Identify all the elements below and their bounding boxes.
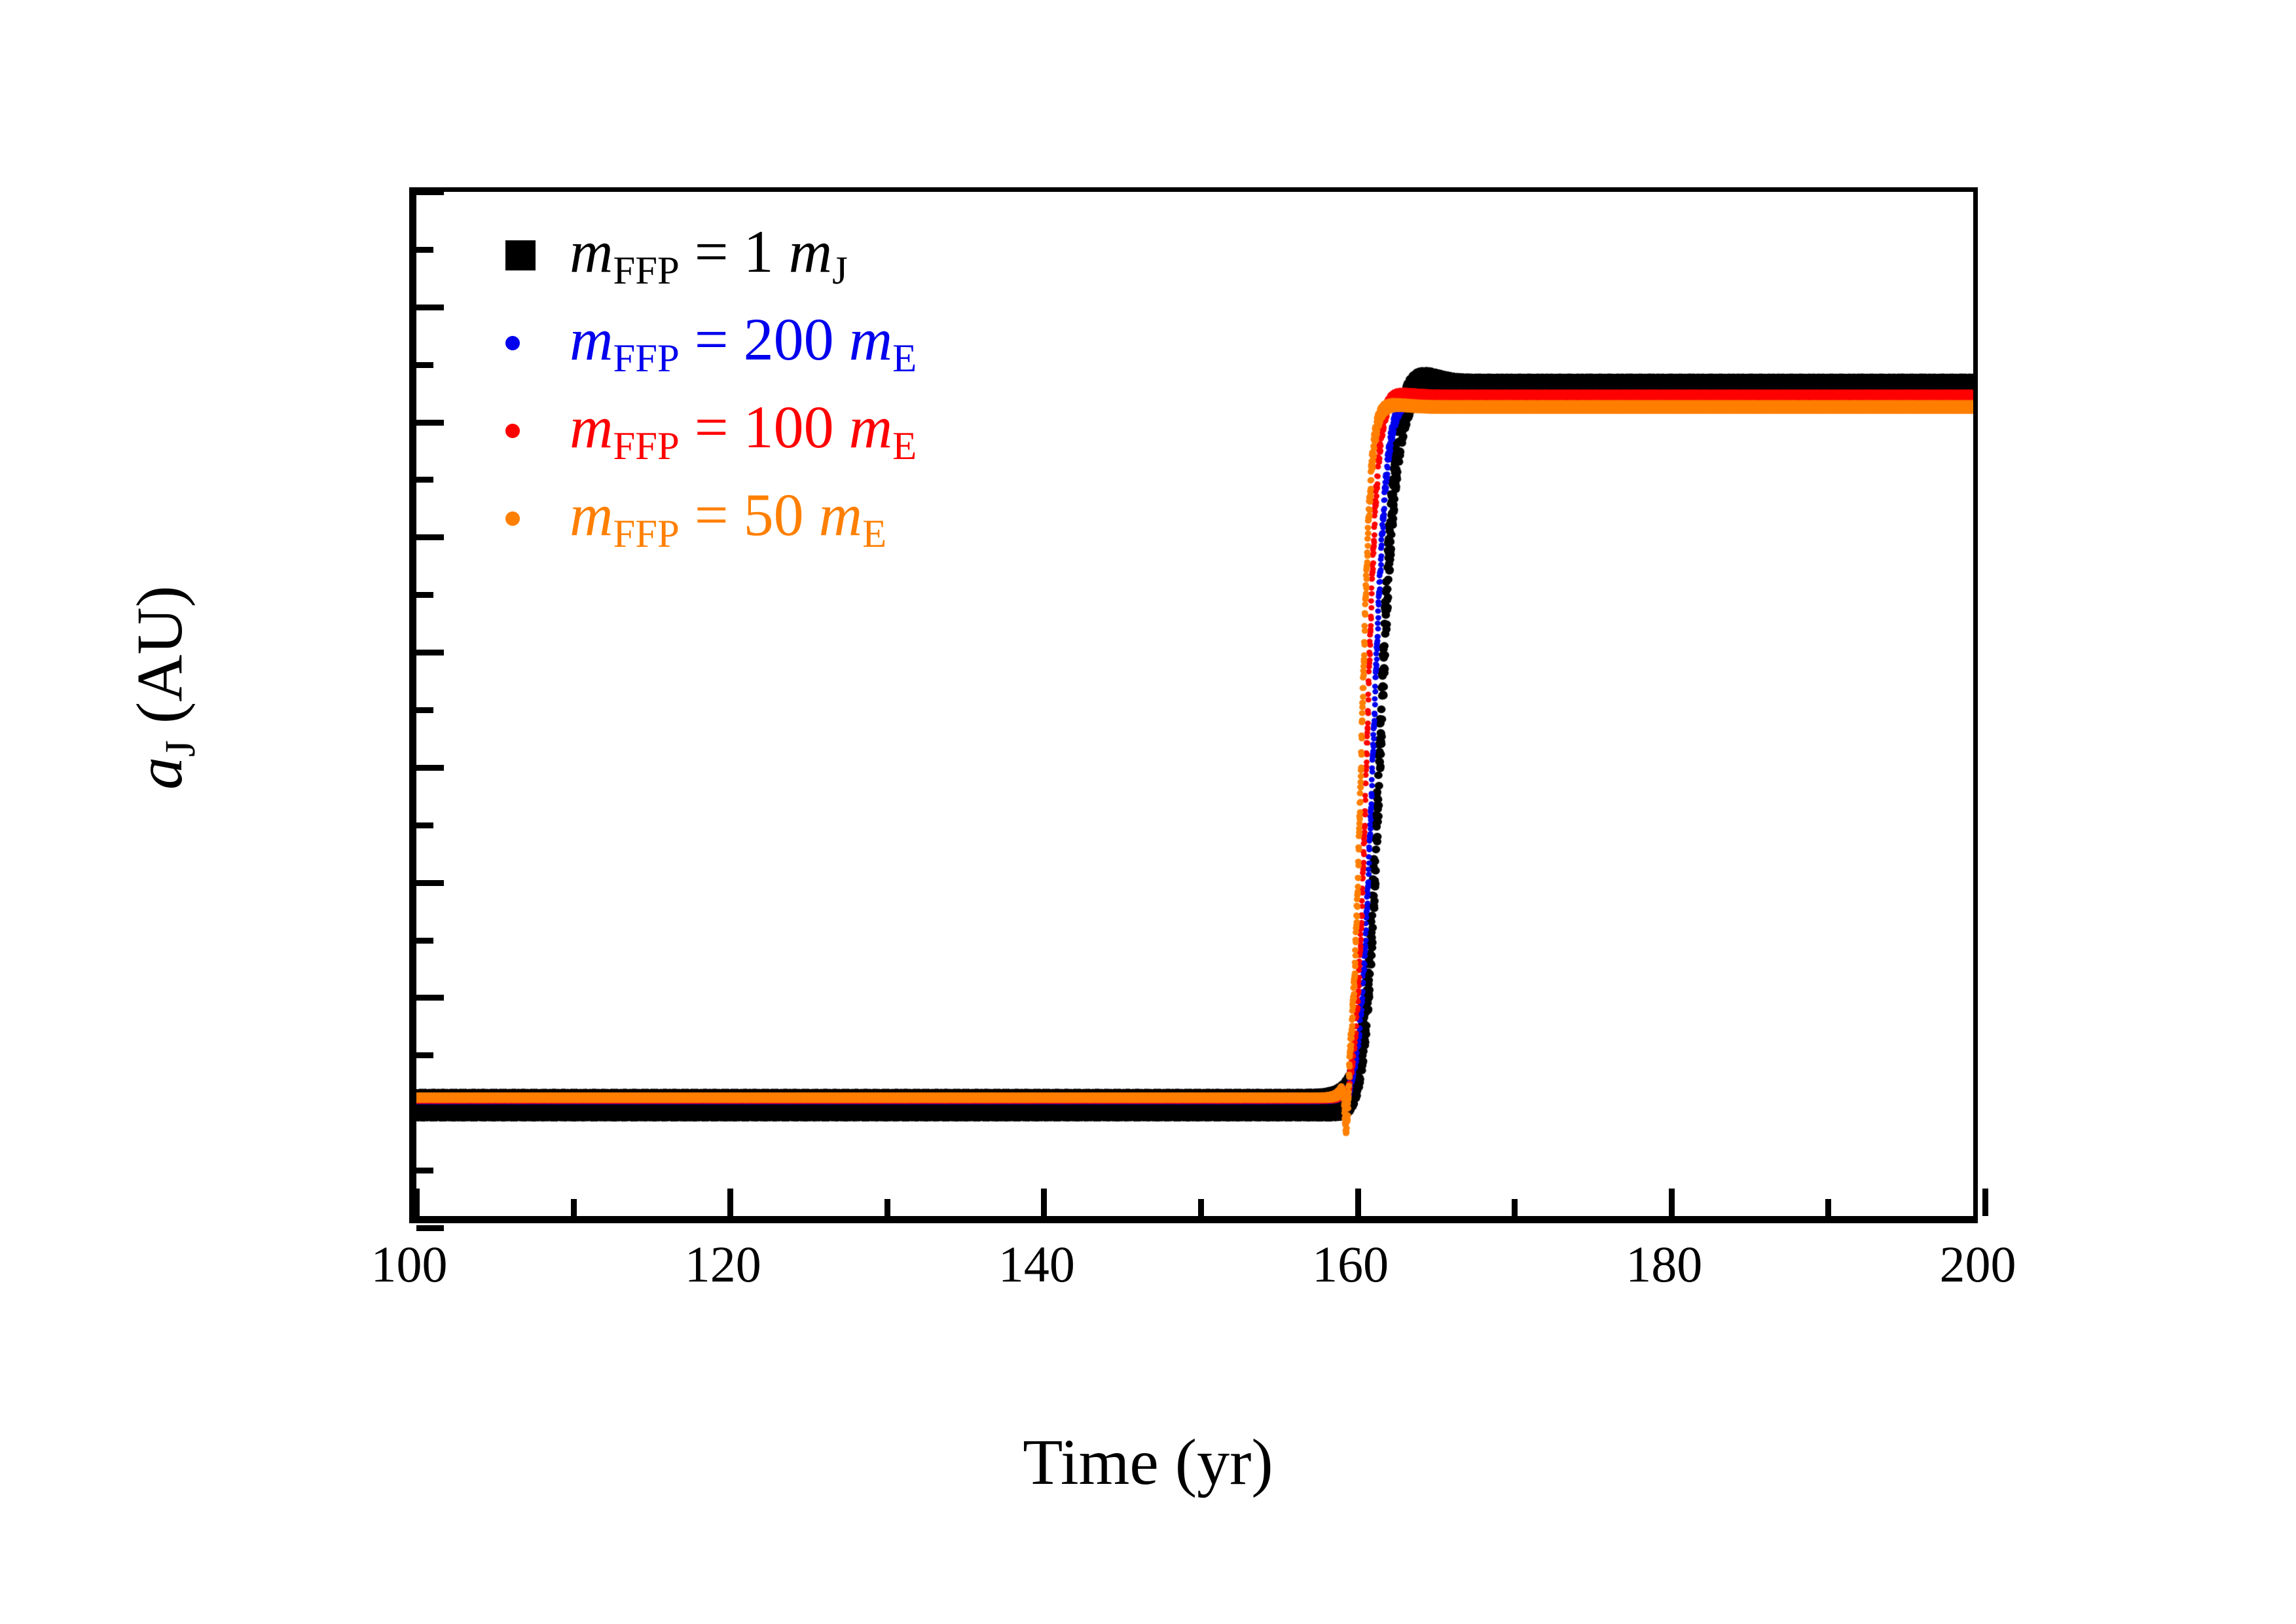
y-tick-minor xyxy=(416,592,433,599)
y-tick-major xyxy=(416,650,444,656)
legend-dot-marker-icon xyxy=(505,511,520,526)
x-tick-minor xyxy=(1825,1199,1832,1216)
x-tick-minor xyxy=(1198,1199,1204,1216)
x-tick-major xyxy=(1355,1189,1361,1216)
x-tick-minor xyxy=(570,1199,577,1216)
legend-rhs-var: m xyxy=(788,217,833,285)
x-tick-label: 180 xyxy=(1626,1236,1703,1293)
y-tick-major xyxy=(416,1110,444,1116)
legend-rhs-var: m xyxy=(848,305,893,373)
y-tick-minor xyxy=(416,1168,433,1174)
legend-item-1: mFFP = 200 mE xyxy=(458,304,1244,382)
y-axis-title-var: a xyxy=(123,756,196,790)
legend-square-marker-icon xyxy=(505,240,536,270)
legend-item-0: mFFP = 1 mJ xyxy=(458,216,1244,295)
x-tick-major xyxy=(727,1189,734,1216)
x-tick-major xyxy=(1982,1189,1988,1216)
legend-lhs-var: m xyxy=(570,393,613,460)
y-tick-minor xyxy=(416,707,433,713)
y-tick-minor xyxy=(416,361,433,368)
legend-lhs-sub: FFP xyxy=(613,512,680,557)
x-axis-title: Time (yr) xyxy=(0,1424,2296,1500)
y-tick-major xyxy=(416,189,444,195)
legend-equals: = xyxy=(679,393,744,460)
legend-rhs-sub: E xyxy=(892,424,917,469)
x-tick-minor xyxy=(1512,1199,1518,1216)
legend-equals: = xyxy=(679,217,744,285)
x-tick-label: 160 xyxy=(1312,1236,1389,1293)
legend-item-label: mFFP = 50 mE xyxy=(570,480,886,557)
legend-rhs-var: m xyxy=(818,481,863,548)
x-tick-label: 120 xyxy=(684,1236,761,1293)
x-axis-title-text: Time (yr) xyxy=(1023,1426,1273,1498)
legend-value: 50 xyxy=(743,481,819,548)
x-tick-minor xyxy=(884,1199,890,1216)
legend-value: 1 xyxy=(743,217,789,285)
plot-area xyxy=(409,187,1988,1231)
y-tick-minor xyxy=(416,477,433,483)
legend-dot-marker-icon xyxy=(505,336,520,350)
y-tick-major xyxy=(416,1225,444,1231)
legend-lhs-sub: FFP xyxy=(613,424,680,469)
legend-dot-marker-icon xyxy=(505,424,520,438)
y-tick-minor xyxy=(416,246,433,253)
legend-rhs-sub: E xyxy=(892,337,917,381)
legend-lhs-var: m xyxy=(570,217,613,285)
legend-value: 200 xyxy=(743,305,849,373)
legend-lhs-var: m xyxy=(570,481,613,548)
y-tick-major xyxy=(416,879,444,886)
legend-lhs-var: m xyxy=(570,305,613,373)
x-tick-label: 200 xyxy=(1939,1236,2016,1293)
chart-legend: mFFP = 1 mJ mFFP = 200 mE mFFP = 100 mE mFF… xyxy=(458,216,1244,583)
legend-item-3: mFFP = 50 mE xyxy=(458,479,1244,558)
y-tick-minor xyxy=(416,822,433,828)
legend-item-label: mFFP = 100 mE xyxy=(570,392,917,470)
legend-lhs-sub: FFP xyxy=(613,249,680,293)
y-tick-minor xyxy=(416,1052,433,1059)
y-axis-title: aJ (AU) xyxy=(122,585,206,790)
x-tick-label: 100 xyxy=(371,1236,448,1293)
x-tick-major xyxy=(1668,1189,1675,1216)
legend-lhs-sub: FFP xyxy=(613,337,680,381)
legend-rhs-sub: J xyxy=(832,249,848,293)
y-axis-title-unit: (AU) xyxy=(123,585,196,741)
y-tick-major xyxy=(416,534,444,541)
legend-equals: = xyxy=(679,305,744,373)
x-tick-major xyxy=(414,1189,420,1216)
y-axis-title-sub: J xyxy=(156,740,204,757)
y-tick-major xyxy=(416,304,444,310)
y-tick-major xyxy=(416,764,444,771)
legend-rhs-sub: E xyxy=(862,512,887,557)
x-tick-major xyxy=(1041,1189,1048,1216)
y-tick-major xyxy=(416,419,444,426)
legend-item-2: mFFP = 100 mE xyxy=(458,392,1244,470)
y-tick-minor xyxy=(416,937,433,944)
legend-value: 100 xyxy=(743,393,849,460)
legend-item-label: mFFP = 1 mJ xyxy=(570,217,848,294)
data-plot-canvas xyxy=(416,192,1973,1216)
legend-equals: = xyxy=(679,481,744,548)
legend-rhs-var: m xyxy=(848,393,893,460)
x-tick-label: 140 xyxy=(998,1236,1075,1293)
legend-item-label: mFFP = 200 mE xyxy=(570,304,917,382)
y-tick-major xyxy=(416,995,444,1001)
